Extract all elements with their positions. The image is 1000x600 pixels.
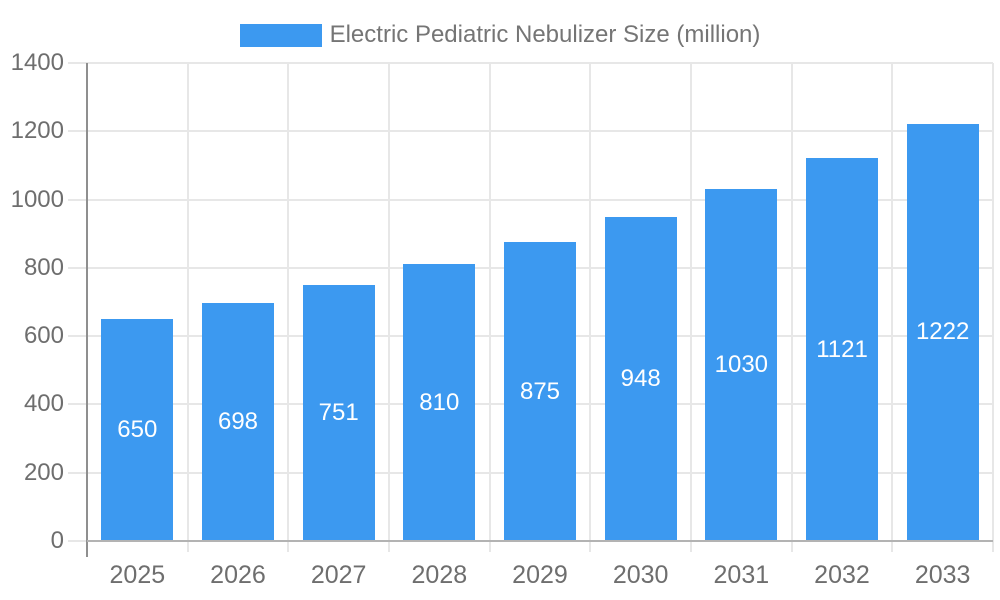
bar: 810 [403,264,476,541]
x-tick-label: 2025 [109,561,166,589]
gridline-vertical [790,63,793,552]
gridline-vertical [287,63,290,552]
y-tick-label: 0 [50,527,64,554]
gridline-vertical [891,63,894,552]
x-tick-label: 2028 [411,561,468,589]
bar: 875 [504,242,576,541]
gridline-vertical [488,63,491,552]
gridline-vertical [992,63,994,552]
bar-value-label: 1222 [915,318,970,346]
bar-value-label: 948 [620,365,661,393]
y-tick-label: 1000 [10,185,64,213]
gridline-vertical [589,63,592,552]
bar-value-label: 698 [217,407,259,435]
bar: 1030 [705,189,778,541]
x-axis-baseline [87,540,993,542]
x-tick-label: 2030 [612,561,669,589]
bar: 698 [202,302,274,541]
bar-value-label: 650 [117,416,158,444]
y-tick-label: 600 [23,322,64,350]
bar: 1121 [806,158,878,541]
y-tick-label: 1200 [10,117,64,145]
gridline-vertical [186,63,189,552]
bar: 1222 [906,123,979,541]
x-tick-label: 2026 [210,561,266,589]
x-tick-label: 2032 [814,561,870,589]
y-tick-label: 800 [23,253,64,281]
legend: Electric Pediatric Nebulizer Size (milli… [0,21,1000,49]
x-tick-label: 2033 [914,561,971,589]
x-tick-label: 2029 [512,561,568,589]
x-tick-label: 2027 [310,561,367,589]
bar-value-label: 875 [519,377,561,405]
y-tick-label: 1400 [10,49,64,76]
gridline-vertical [690,63,692,552]
y-tick-label: 200 [23,458,64,486]
bar-value-label: 1121 [816,335,868,363]
legend-label: Electric Pediatric Nebulizer Size (milli… [329,21,761,48]
bar: 650 [101,319,174,541]
x-tick-label: 2031 [713,561,770,589]
gridline-horizontal [68,130,993,133]
y-axis-line [86,63,88,557]
bar-value-label: 1030 [714,351,769,379]
bar: 751 [302,284,375,541]
bar-value-label: 751 [318,398,359,426]
gridline-horizontal [68,62,993,64]
y-tick-label: 400 [23,390,64,418]
bar-value-label: 810 [419,388,460,416]
legend-swatch [239,23,322,47]
gridline-vertical [388,63,390,552]
gridline-horizontal [68,198,993,201]
bar: 948 [604,217,677,541]
